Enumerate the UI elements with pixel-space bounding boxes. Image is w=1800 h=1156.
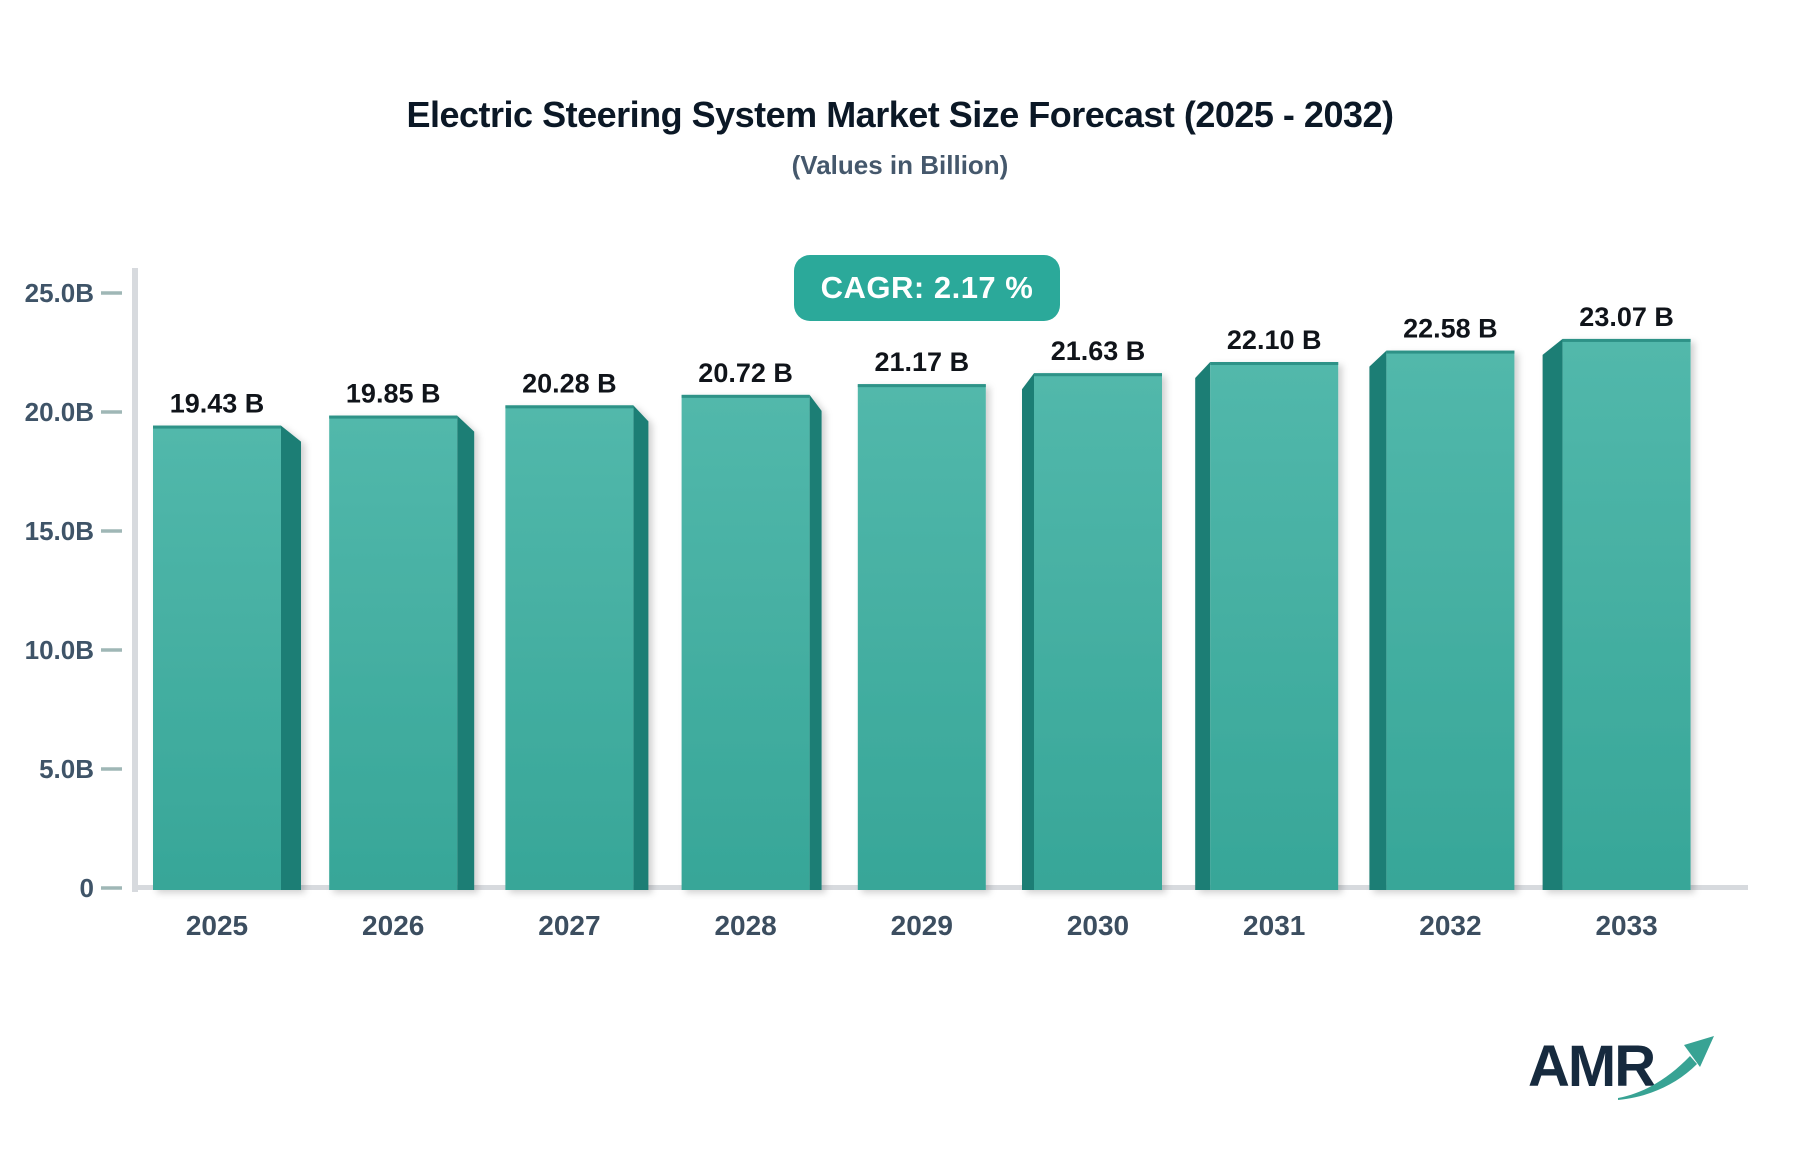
y-tick-mark (101, 529, 122, 533)
bar-2028 (681, 394, 822, 890)
x-tick-label-2028: 2028 (714, 910, 776, 941)
bar-2027 (505, 405, 649, 890)
bar-value-label-2032: 22.58 B (1403, 314, 1498, 344)
amr-logo-text: AMR (1528, 1034, 1656, 1099)
bar-top-edge (1386, 350, 1515, 354)
x-tick-label-2026: 2026 (362, 910, 424, 941)
bar-top-edge (681, 394, 810, 398)
bar-2033 (1542, 338, 1691, 891)
y-tick-mark (101, 291, 122, 295)
y-tick-mark (101, 410, 122, 414)
bar-value-label-2027: 20.28 B (522, 368, 617, 398)
bar-top-edge (505, 405, 634, 409)
bar-2030 (1022, 373, 1162, 890)
bar-side-face (1369, 350, 1387, 890)
bar-top-edge (153, 425, 281, 429)
y-tick-label-25.0B: 25.0B (25, 278, 94, 308)
bar-side-face (809, 394, 822, 890)
bar-value-label-2030: 21.63 B (1051, 336, 1146, 366)
cagr-badge: CAGR: 2.17 % (794, 255, 1060, 321)
x-tick-label-2029: 2029 (891, 910, 953, 941)
bar-top-edge (1034, 373, 1162, 377)
bar-top-edge (329, 415, 458, 419)
bar-front-face (153, 425, 281, 890)
bar-front-face (1210, 362, 1339, 890)
amr-logo: AMR (1528, 1036, 1728, 1122)
x-tick-label-2032: 2032 (1419, 910, 1481, 941)
x-tick-label-2025: 2025 (186, 910, 248, 941)
bar-side-face (457, 415, 475, 890)
x-tick-label-2027: 2027 (538, 910, 600, 941)
bar-top-edge (1562, 338, 1691, 342)
y-tick-label-0: 0 (80, 873, 94, 903)
y-tick-label-15.0B: 15.0B (25, 516, 94, 546)
bar-front-face (857, 384, 986, 890)
bar-2025 (153, 425, 301, 890)
bar-value-label-2033: 23.07 B (1579, 302, 1674, 332)
bar-top-edge (1210, 362, 1339, 366)
bar-side-face (1022, 373, 1034, 890)
cagr-badge-label: CAGR: 2.17 % (820, 270, 1034, 305)
bar-front-face (1034, 373, 1162, 890)
x-tick-label-2030: 2030 (1067, 910, 1129, 941)
bar-2031 (1195, 362, 1339, 890)
bar-side-face (1542, 338, 1563, 891)
bar-value-label-2028: 20.72 B (698, 358, 793, 388)
bar-value-label-2031: 22.10 B (1227, 325, 1322, 355)
y-tick-label-10.0B: 10.0B (25, 635, 94, 665)
bar-front-face (1562, 338, 1691, 891)
y-tick-mark (101, 648, 122, 652)
bar-2032 (1369, 350, 1515, 890)
y-tick-mark (101, 886, 122, 890)
bar-side-face (1195, 362, 1211, 890)
bar-value-label-2025: 19.43 B (170, 389, 265, 419)
growth-arrow-icon (1618, 1036, 1714, 1100)
bar-2026 (329, 415, 475, 890)
bar-front-face (681, 394, 810, 890)
bar-value-label-2029: 21.17 B (875, 347, 970, 377)
chart-subtitle: (Values in Billion) (791, 150, 1009, 180)
bar-side-face (633, 405, 649, 890)
x-tick-label-2031: 2031 (1243, 910, 1305, 941)
y-tick-mark (101, 767, 122, 771)
bar-front-face (1386, 350, 1515, 890)
bar-side-face (281, 425, 301, 890)
bar-front-face (329, 415, 458, 890)
bar-top-edge (857, 384, 986, 388)
bar-front-face (505, 405, 634, 890)
y-axis-line (132, 268, 138, 892)
bar-value-label-2026: 19.85 B (346, 379, 441, 409)
bar-2029 (857, 384, 986, 890)
y-tick-label-20.0B: 20.0B (25, 397, 94, 427)
x-tick-label-2033: 2033 (1595, 910, 1657, 941)
chart-title: Electric Steering System Market Size For… (406, 94, 1395, 135)
y-tick-label-5.0B: 5.0B (39, 754, 94, 784)
